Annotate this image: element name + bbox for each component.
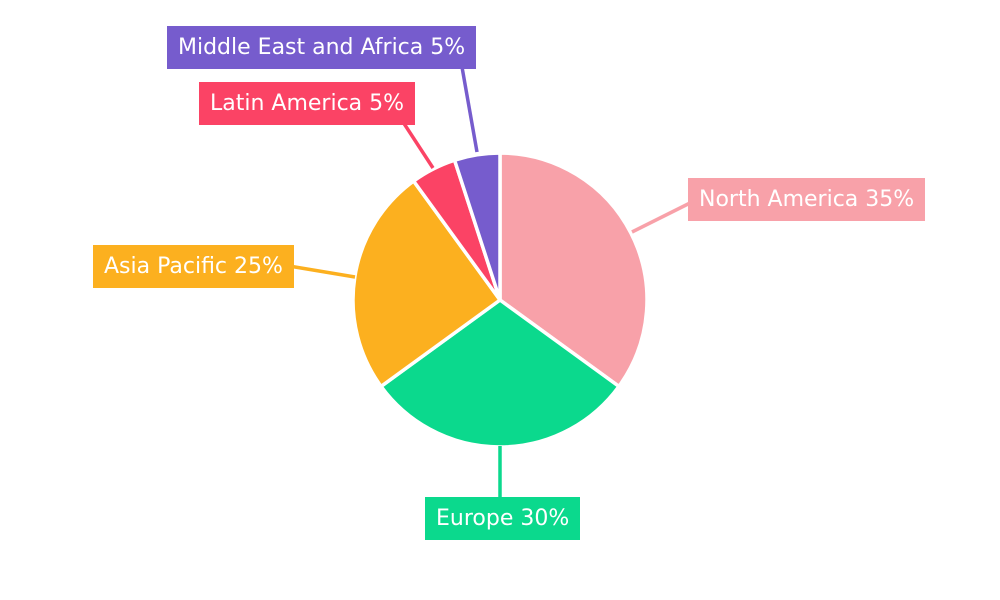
pie-label-asia-pacific: Asia Pacific 25%: [93, 245, 294, 288]
leader-line-latin-america: [401, 121, 435, 169]
leader-line-asia-pacific: [288, 264, 356, 279]
leader-line-north-america: [631, 201, 691, 234]
pie-label-north-america: North America 35%: [688, 178, 926, 221]
pie-slice-middle-east-and-africa: [452, 151, 502, 301]
pie-label-middle-east-and-africa: Middle East and Africa 5%: [167, 26, 477, 69]
leader-line-middle-east-and-africa: [460, 66, 479, 153]
pie-label-europe: Europe 30%: [425, 497, 581, 540]
pie-slice-north-america: [498, 151, 649, 389]
pie-label-latin-america: Latin America 5%: [199, 82, 416, 125]
